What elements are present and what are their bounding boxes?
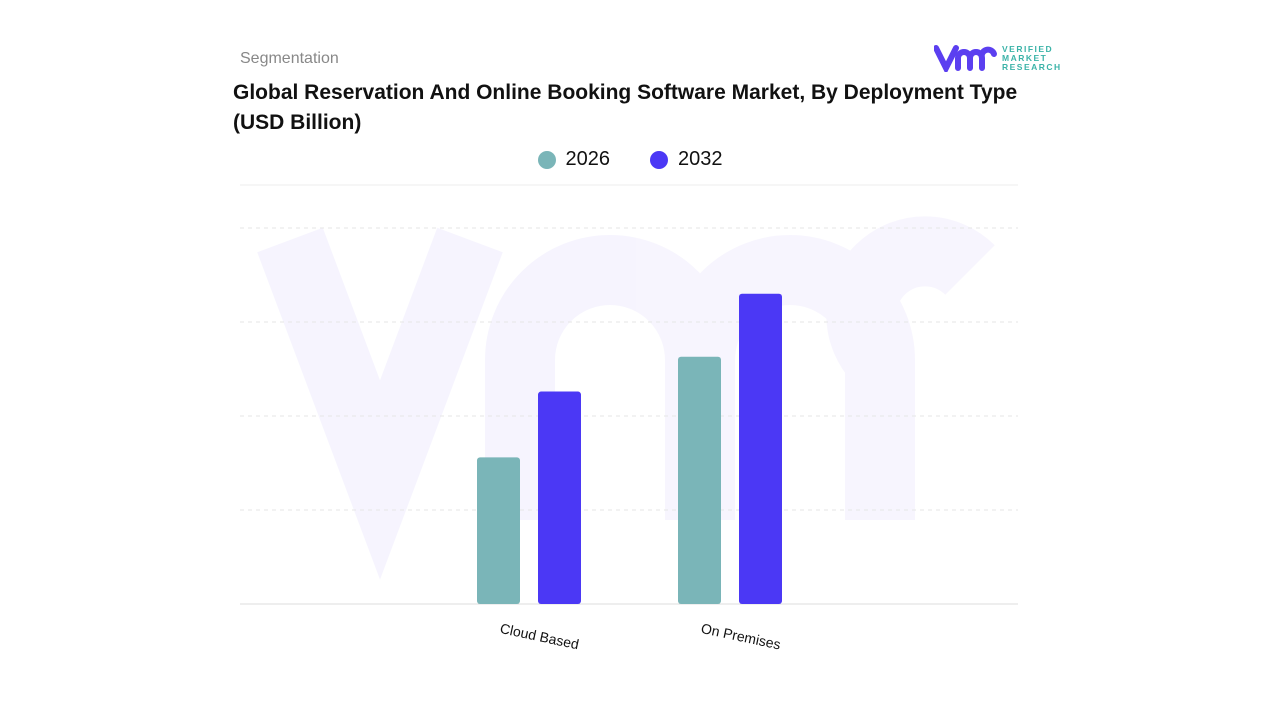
legend-swatch <box>650 150 668 169</box>
legend-item-2026: 2026 <box>537 148 611 171</box>
logo-line: MARKET <box>1002 52 1048 63</box>
legend-label: 2032 <box>678 148 723 170</box>
bar-2032-cloud-based <box>538 391 581 604</box>
bar-2026-on-premises <box>678 356 721 604</box>
bar-2032-on-premises <box>739 293 782 604</box>
legend-label: 2026 <box>565 148 611 170</box>
legend-swatch <box>537 150 556 169</box>
bar-2026-cloud-based <box>477 457 520 604</box>
chart-title: Global Reservation And Online Booking So… <box>233 81 1018 134</box>
section-label: Segmentation <box>240 50 339 67</box>
logo-line: VERIFIED <box>1002 43 1054 54</box>
legend: 2026 2032 <box>0 148 1280 171</box>
logo-line: RESEARCH <box>1002 61 1062 72</box>
vmr-logo-mark <box>934 45 997 72</box>
watermark <box>257 216 995 580</box>
vmr-logo: VERIFIED MARKET RESEARCH <box>934 44 1062 72</box>
legend-item-2032: 2032 <box>650 148 723 171</box>
